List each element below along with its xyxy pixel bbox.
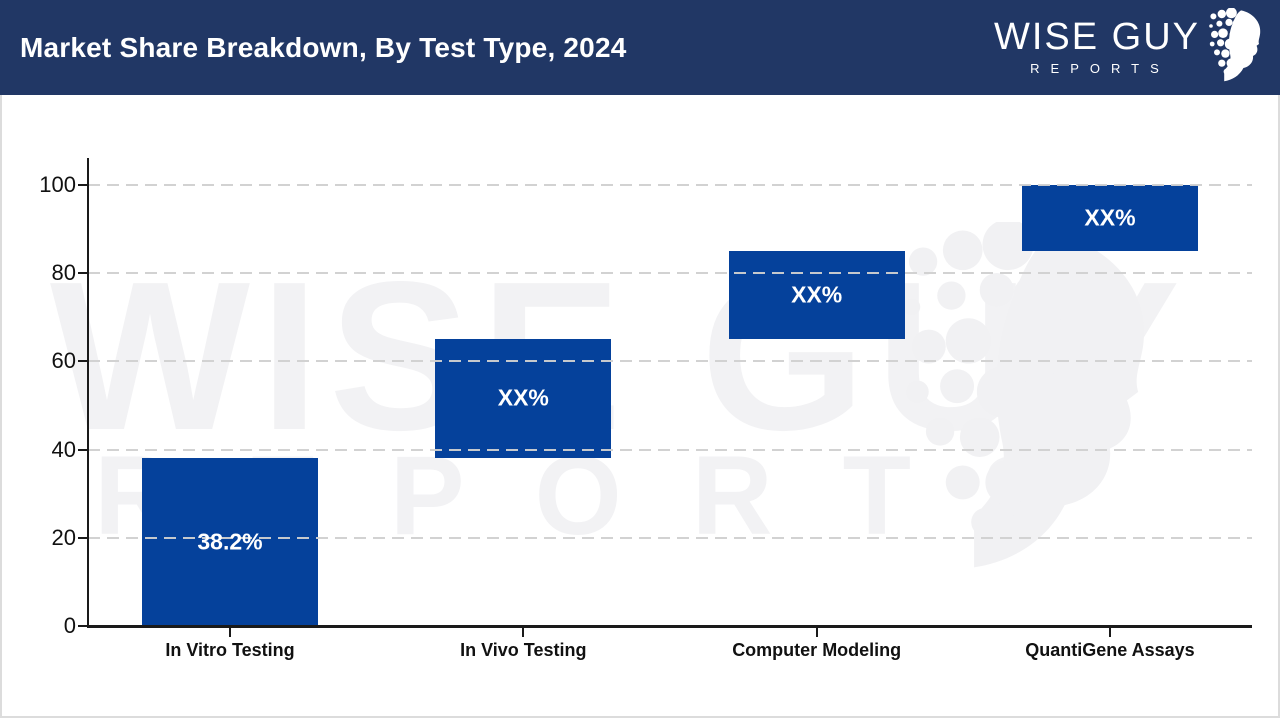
brand-logo-text: WISE GUY REPORTS (994, 16, 1200, 78)
page-title: Market Share Breakdown, By Test Type, 20… (20, 32, 627, 63)
y-tick-label-60: 60 (51, 348, 76, 374)
brand-subname: REPORTS (1030, 61, 1170, 76)
x-axis-line (87, 625, 1252, 628)
gridline-40 (88, 448, 1252, 451)
bar-value-label: XX% (497, 384, 549, 411)
frame-bottom (0, 716, 1280, 718)
y-tick-60 (78, 360, 87, 363)
header-bar: Market Share Breakdown, By Test Type, 20… (0, 0, 1280, 95)
bar-value-label: 38.2% (197, 528, 263, 555)
x-tick-3 (815, 628, 818, 637)
x-category-label: In Vitro Testing (165, 640, 295, 660)
brand-name: WISE GUY (993, 16, 1200, 58)
frame-right (1278, 95, 1280, 718)
bar-computer-modeling (728, 251, 905, 340)
gridline-100 (88, 184, 1252, 186)
brand-logo: WISE GUY REPORTS (994, 8, 1266, 86)
x-category-label: Computer Modeling (732, 640, 902, 660)
y-tick-0 (78, 625, 87, 627)
y-tick-label-20: 20 (51, 524, 76, 550)
y-tick-label-40: 40 (51, 436, 76, 462)
y-axis-line (87, 158, 89, 628)
bar-in-vivo-testing (435, 339, 612, 458)
x-category-label: In Vivo Testing (460, 640, 587, 660)
bar-quantigene-assays (1022, 185, 1198, 252)
y-tick-20 (78, 536, 87, 539)
x-tick-2 (522, 628, 525, 637)
watermark-dotted-head-icon (903, 222, 1145, 568)
y-tick-label-100: 100 (39, 172, 76, 197)
x-category-label: QuantiGene Assays (1025, 640, 1195, 660)
gridline-80 (88, 272, 1252, 275)
y-tick-label-0: 0 (63, 613, 76, 638)
x-tick-1 (229, 628, 231, 637)
x-tick-4 (1109, 628, 1111, 637)
bar-value-label: XX% (791, 281, 843, 308)
y-tick-80 (78, 272, 87, 275)
dotted-head-icon (1209, 8, 1261, 82)
bar-value-label: XX% (1084, 204, 1136, 231)
y-tick-40 (78, 448, 87, 451)
y-tick-100 (78, 184, 87, 186)
frame-left (0, 95, 2, 718)
y-tick-label-80: 80 (51, 260, 76, 286)
bar-in-vitro-testing (142, 457, 318, 626)
gridline-60 (88, 360, 1252, 363)
gridline-20 (88, 536, 1252, 539)
